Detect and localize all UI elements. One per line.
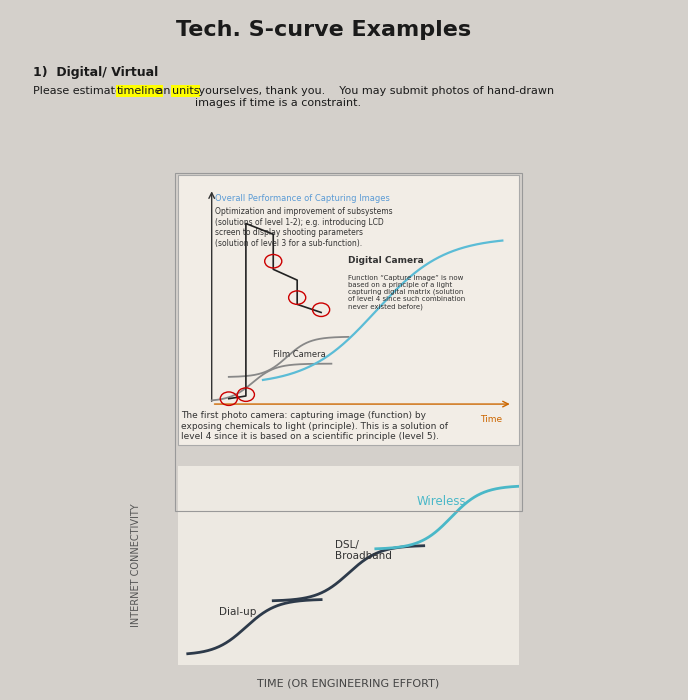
- Text: DSL/
Broadband: DSL/ Broadband: [335, 540, 391, 561]
- Text: Overall Performance of Capturing Images: Overall Performance of Capturing Images: [215, 194, 390, 203]
- Text: TIME (OR ENGINEERING EFFORT): TIME (OR ENGINEERING EFFORT): [257, 679, 440, 689]
- Text: 1)  Digital/ Virtual: 1) Digital/ Virtual: [33, 66, 158, 79]
- Text: yourselves, thank you.    You may submit photos of hand-drawn
images if time is : yourselves, thank you. You may submit ph…: [195, 86, 555, 108]
- Text: Tech. S-curve Examples: Tech. S-curve Examples: [176, 20, 471, 40]
- Text: Time: Time: [480, 415, 502, 424]
- Text: and: and: [153, 86, 181, 96]
- Text: The first photo camera: capturing image (function) by
exposing chemicals to ligh: The first photo camera: capturing image …: [181, 411, 448, 441]
- Text: Digital Camera: Digital Camera: [349, 256, 424, 265]
- Text: Optimization and improvement of subsystems
(solutions of level 1-2); e.g. introd: Optimization and improvement of subsyste…: [215, 207, 393, 248]
- Text: Dial-up: Dial-up: [219, 607, 256, 617]
- Text: INTERNET CONNECTIVITY: INTERNET CONNECTIVITY: [131, 503, 142, 627]
- Text: Wireless: Wireless: [417, 496, 466, 508]
- Text: Function “Capture Image” is now
based on a principle of a light
capturing digita: Function “Capture Image” is now based on…: [349, 274, 466, 309]
- Text: timeline: timeline: [117, 86, 162, 96]
- FancyBboxPatch shape: [178, 175, 519, 444]
- Text: units: units: [172, 86, 200, 96]
- Text: Film Camera: Film Camera: [273, 350, 326, 359]
- Text: Please estimate the: Please estimate the: [33, 86, 147, 96]
